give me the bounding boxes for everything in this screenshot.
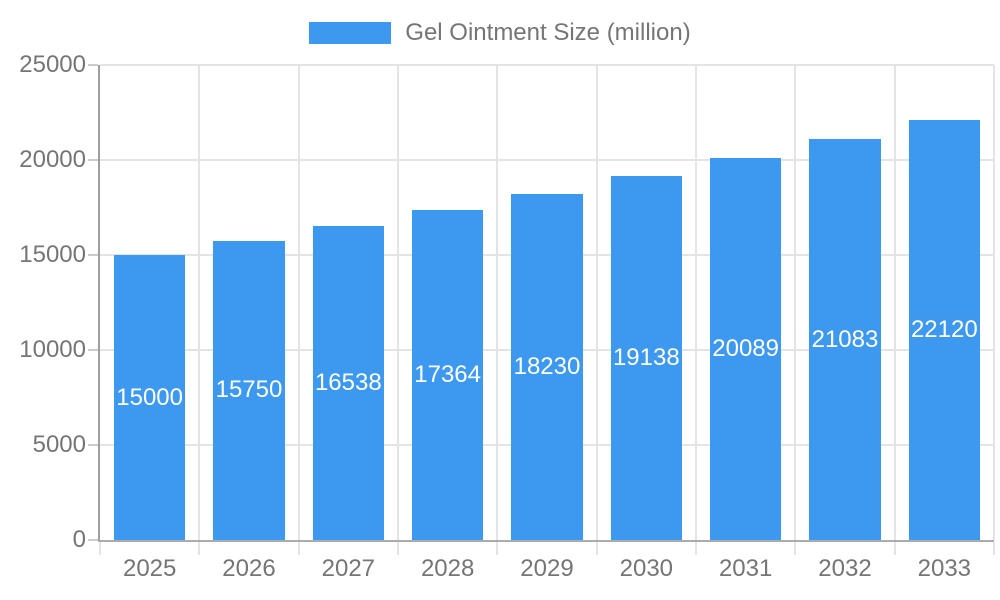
y-axis-label: 20000 xyxy=(19,146,86,173)
bar[interactable]: 17364 xyxy=(412,210,484,540)
y-axis-label: 15000 xyxy=(19,241,86,268)
gridline xyxy=(595,65,598,540)
x-axis-label: 2032 xyxy=(818,555,872,582)
bar[interactable]: 16538 xyxy=(312,225,384,540)
plot-area: 15000 15750 16538 17364 18230 19138 20089 21083… xyxy=(88,64,995,555)
bar[interactable]: 15000 xyxy=(114,255,186,540)
bar-value-label: 16538 xyxy=(314,368,382,396)
x-tick xyxy=(198,542,201,555)
bar-value-label: 20089 xyxy=(712,335,780,363)
bar-value-label: 15750 xyxy=(215,376,283,404)
bar[interactable]: 15750 xyxy=(213,240,285,540)
legend-label: Gel Ointment Size (million) xyxy=(405,19,691,46)
y-axis-label: 0 xyxy=(72,526,86,553)
y-tick xyxy=(88,64,98,66)
bar[interactable]: 21083 xyxy=(809,139,881,540)
x-axis-labels: 2025 2026 2027 2028 2029 2030 2031 2032 2033 xyxy=(100,556,994,586)
bar-value-label: 15000 xyxy=(116,383,184,411)
bar-value-label: 18230 xyxy=(513,352,581,380)
bar-value-label: 19138 xyxy=(612,344,680,372)
x-axis-label: 2030 xyxy=(619,555,674,582)
x-axis-label: 2027 xyxy=(321,555,376,582)
y-axis-line xyxy=(98,65,100,542)
x-tick xyxy=(893,542,896,555)
x-tick xyxy=(993,542,995,555)
x-axis-line xyxy=(98,540,994,542)
gridline xyxy=(297,65,300,540)
x-tick xyxy=(694,542,697,555)
x-axis-label: 2028 xyxy=(420,555,475,582)
y-tick xyxy=(88,159,98,161)
gridline xyxy=(100,64,994,66)
x-axis-label: 2029 xyxy=(520,555,574,582)
x-axis-label: 2033 xyxy=(917,555,972,582)
bar[interactable]: 19138 xyxy=(610,176,682,540)
bar-value-label: 21083 xyxy=(811,325,879,353)
y-tick xyxy=(88,539,98,541)
x-tick xyxy=(99,542,101,555)
gridline xyxy=(893,65,896,540)
gridline xyxy=(396,65,399,540)
x-tick xyxy=(794,542,797,555)
y-axis-label: 10000 xyxy=(19,336,86,363)
x-axis-label: 2025 xyxy=(122,555,177,582)
gridline xyxy=(100,159,994,161)
gridline xyxy=(794,65,797,540)
bar-value-label: 22120 xyxy=(910,315,978,343)
legend-item[interactable]: Gel Ointment Size (million) xyxy=(0,20,1000,46)
x-tick xyxy=(297,542,300,555)
x-tick xyxy=(496,542,499,555)
y-tick xyxy=(88,254,98,256)
x-tick xyxy=(595,542,598,555)
legend-swatch-icon xyxy=(309,22,392,44)
y-tick xyxy=(88,349,98,351)
bar[interactable]: 20089 xyxy=(710,158,782,540)
bar[interactable]: 18230 xyxy=(511,193,583,540)
bar[interactable]: 22120 xyxy=(908,119,980,540)
gridline xyxy=(496,65,499,540)
x-axis-label: 2026 xyxy=(222,555,276,582)
gridline xyxy=(694,65,697,540)
gridline xyxy=(993,65,995,540)
x-axis-label: 2031 xyxy=(718,555,773,582)
y-tick xyxy=(88,444,98,446)
y-axis-labels: 0 5000 10000 15000 20000 25000 xyxy=(0,52,86,553)
y-axis-label: 25000 xyxy=(19,51,86,78)
gridline xyxy=(198,65,201,540)
x-tick xyxy=(396,542,399,555)
y-axis-label: 5000 xyxy=(32,431,86,458)
bar-value-label: 17364 xyxy=(414,361,482,389)
